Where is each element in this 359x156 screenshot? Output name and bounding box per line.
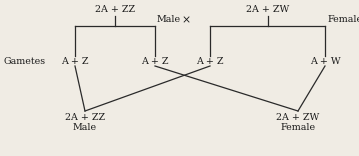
Text: ×: × <box>181 15 191 25</box>
Text: Female: Female <box>280 123 316 132</box>
Text: Female: Female <box>327 15 359 24</box>
Text: A + Z: A + Z <box>196 56 224 66</box>
Text: A + Z: A + Z <box>61 56 89 66</box>
Text: A + Z: A + Z <box>141 56 169 66</box>
Text: 2A + ZZ: 2A + ZZ <box>95 5 135 14</box>
Text: A + W: A + W <box>310 56 340 66</box>
Text: Gametes: Gametes <box>3 56 45 66</box>
Text: Male: Male <box>73 123 97 132</box>
Text: Male: Male <box>157 15 181 24</box>
Text: 2A + ZW: 2A + ZW <box>276 113 320 122</box>
Text: 2A + ZW: 2A + ZW <box>246 5 290 14</box>
Text: 2A + ZZ: 2A + ZZ <box>65 113 105 122</box>
